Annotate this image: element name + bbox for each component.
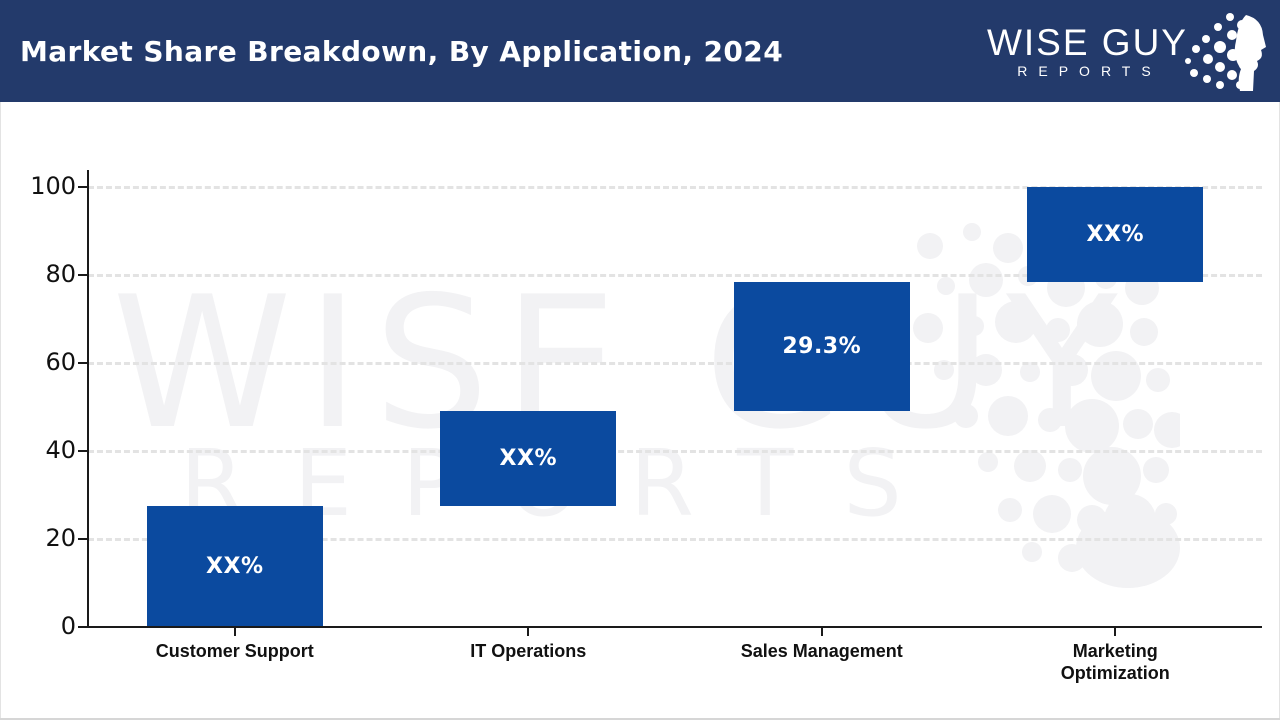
brand-logo: WISE GUY REPORTS bbox=[987, 9, 1266, 93]
gridline-80 bbox=[88, 274, 1262, 277]
y-axis-line bbox=[87, 170, 89, 628]
y-axis-tick-label: 80 bbox=[45, 260, 76, 288]
gridline-60 bbox=[88, 362, 1262, 365]
x-axis-category-label: Sales Management bbox=[740, 641, 903, 661]
bar-value-label: 29.3% bbox=[782, 334, 862, 360]
logo-subtitle: REPORTS bbox=[1017, 62, 1162, 79]
header-bar: Market Share Breakdown, By Application, … bbox=[0, 0, 1280, 102]
logo-face-icon bbox=[1185, 13, 1266, 91]
y-axis-tick-label: 0 bbox=[60, 612, 76, 640]
y-axis-tick bbox=[78, 538, 88, 540]
gridline-20 bbox=[88, 538, 1262, 541]
x-axis-line bbox=[87, 626, 1262, 628]
gridline-40 bbox=[88, 450, 1262, 453]
logo-wordmark: WISE GUY bbox=[986, 21, 1188, 63]
bar-marketing-optimization: XX% bbox=[1027, 187, 1204, 283]
bar-customer-support: XX% bbox=[146, 506, 323, 627]
y-axis-tick-label: 20 bbox=[45, 524, 76, 552]
bar-value-label: XX% bbox=[1086, 222, 1144, 248]
x-axis-tick bbox=[527, 628, 530, 636]
x-axis-category-label: Marketing Optimization bbox=[1060, 641, 1170, 683]
y-axis-tick bbox=[78, 186, 88, 188]
x-axis-category-label: Customer Support bbox=[155, 641, 314, 661]
bar-value-label: XX% bbox=[499, 446, 557, 472]
brand-logo-text: WISE GUY REPORTS bbox=[986, 21, 1188, 79]
x-axis-category-label: IT Operations bbox=[470, 641, 587, 661]
y-axis-tick-label: 40 bbox=[45, 436, 76, 464]
y-axis-tick bbox=[78, 274, 88, 276]
y-axis-tick-label: 100 bbox=[30, 172, 76, 200]
gridline-100 bbox=[88, 186, 1262, 189]
x-axis-tick bbox=[1114, 628, 1117, 636]
x-axis-tick bbox=[820, 628, 823, 636]
bar-sales-management: 29.3% bbox=[733, 282, 910, 412]
bar-it-operations: XX% bbox=[440, 411, 617, 506]
bar-value-label: XX% bbox=[206, 554, 264, 579]
y-axis-tick bbox=[78, 626, 88, 628]
y-axis-tick-label: 60 bbox=[45, 348, 76, 376]
page-title: Market Share Breakdown, By Application, … bbox=[20, 34, 784, 68]
x-axis-tick bbox=[233, 628, 236, 636]
y-axis-tick bbox=[78, 450, 88, 452]
y-axis-tick bbox=[78, 362, 88, 364]
